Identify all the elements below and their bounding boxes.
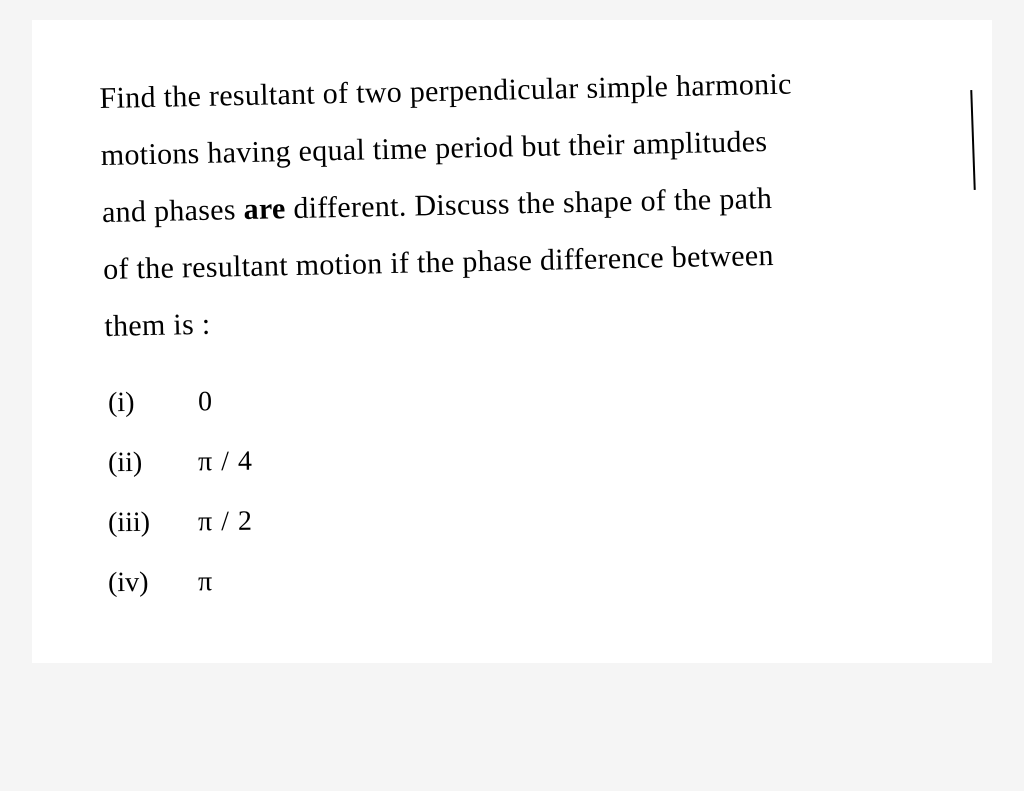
question-line-4: of the resultant motion if the phase dif… [103,239,774,286]
option-number: (i) [108,386,198,419]
question-line-3-post: different. Discuss the shape of the path [285,182,772,225]
question-line-3-pre: and phases [102,193,244,229]
option-number: (iv) [108,566,198,599]
question-line-1: Find the resultant of two perpendicular … [99,68,792,115]
option-4: (iv) π [108,559,922,600]
question-text: Find the resultant of two perpendicular … [99,53,925,355]
option-value: π / 2 [198,506,253,539]
option-value: π [198,566,213,598]
question-line-2: motions having equal time period but the… [100,125,767,172]
question-line-5: them is : [104,308,211,343]
question-line-3-bold: are [243,192,286,226]
document-page: Find the resultant of two perpendicular … [32,20,992,663]
option-number: (iii) [108,506,198,539]
options-list: (i) 0 (ii) π / 4 (iii) π / 2 (iv) π [102,383,922,595]
option-3: (iii) π / 2 [108,499,922,540]
option-1: (i) 0 [108,379,922,420]
option-value: π / 4 [198,446,253,479]
option-value: 0 [198,386,213,418]
option-2: (ii) π / 4 [108,439,922,480]
option-number: (ii) [108,446,198,479]
viewport: Find the resultant of two perpendicular … [0,20,1024,791]
